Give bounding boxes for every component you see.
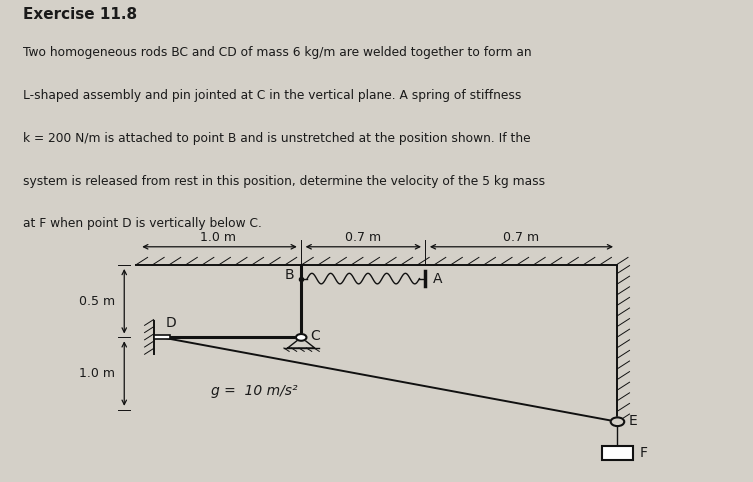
Text: Exercise 11.8: Exercise 11.8 xyxy=(23,7,137,22)
Text: Two homogeneous rods BC and CD of mass 6 kg/m are welded together to form an: Two homogeneous rods BC and CD of mass 6… xyxy=(23,46,531,59)
Text: D: D xyxy=(166,316,176,330)
Text: k = 200 N/m is attached to point B and is unstretched at the position shown. If : k = 200 N/m is attached to point B and i… xyxy=(23,132,530,145)
Text: system is released from rest in this position, determine the velocity of the 5 k: system is released from rest in this pos… xyxy=(23,174,544,187)
Circle shape xyxy=(296,334,306,341)
Text: 1.0 m: 1.0 m xyxy=(79,367,115,380)
Text: L-shaped assembly and pin jointed at C in the vertical plane. A spring of stiffn: L-shaped assembly and pin jointed at C i… xyxy=(23,89,521,102)
Circle shape xyxy=(611,417,624,426)
Text: F: F xyxy=(639,446,648,460)
Bar xyxy=(154,335,170,339)
Text: 0.7 m: 0.7 m xyxy=(504,231,539,244)
Text: A: A xyxy=(433,271,443,286)
Text: 0.7 m: 0.7 m xyxy=(346,231,381,244)
Bar xyxy=(602,446,633,460)
Text: 0.5 m: 0.5 m xyxy=(79,295,115,308)
Text: 1.0 m: 1.0 m xyxy=(200,231,236,244)
Text: C: C xyxy=(310,329,320,344)
Text: at F when point D is vertically below C.: at F when point D is vertically below C. xyxy=(23,217,261,230)
Text: g =  10 m/s²: g = 10 m/s² xyxy=(211,384,297,398)
Text: B: B xyxy=(285,268,294,281)
Text: E: E xyxy=(629,414,638,428)
